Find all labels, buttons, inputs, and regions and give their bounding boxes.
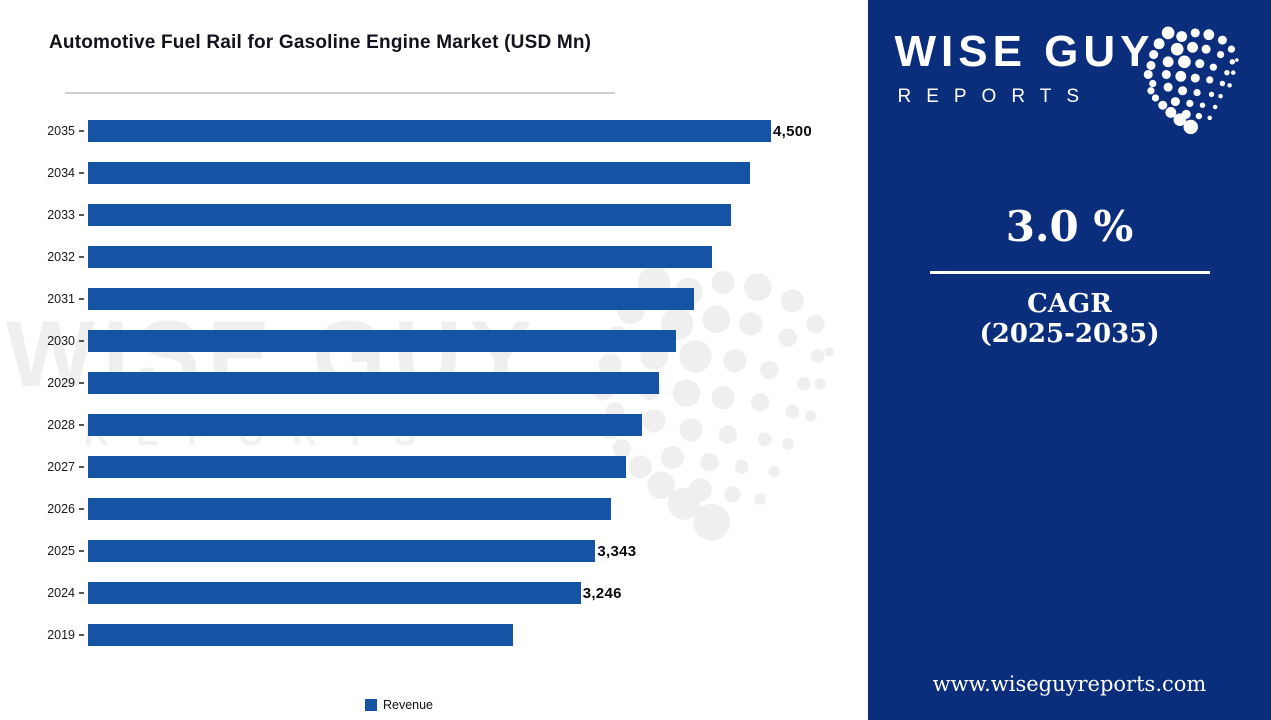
y-axis-label: 2031 — [47, 292, 75, 306]
revenue-bar — [88, 162, 750, 184]
revenue-bar — [88, 624, 513, 646]
wiseguy-logo: WISE GUY REPORTS — [894, 26, 1244, 138]
y-axis-label: 2032 — [47, 250, 75, 264]
chart-area: Automotive Fuel Rail for Gasoline Engine… — [0, 32, 834, 712]
revenue-bar — [88, 288, 694, 310]
bar-chart: 2035 4,500 2034 2033 2032 2031 2030 2029 2028 202… — [25, 110, 812, 656]
revenue-bar — [88, 204, 731, 226]
axis-tick — [79, 634, 84, 636]
y-axis-label: 2035 — [47, 124, 75, 138]
chart-title: Automotive Fuel Rail for Gasoline Engine… — [49, 32, 592, 53]
legend-swatch-revenue — [364, 699, 377, 711]
chart-row: 2031 — [25, 278, 812, 320]
bar-value-label: 3,246 — [582, 584, 622, 602]
cagr-divider — [929, 271, 1210, 274]
axis-tick — [79, 172, 84, 174]
revenue-bar — [88, 120, 771, 142]
y-axis-label: 2019 — [47, 628, 75, 642]
revenue-bar — [88, 246, 712, 268]
axis-tick — [79, 214, 84, 216]
chart-row: 2024 3,246 — [25, 572, 812, 614]
cagr-label: CAGR (2025-2035) — [979, 289, 1160, 350]
axis-tick — [79, 382, 84, 384]
axis-tick — [79, 424, 84, 426]
revenue-bar — [88, 582, 581, 604]
revenue-bar — [88, 330, 677, 352]
website-url: www.wiseguyreports.com — [932, 672, 1207, 696]
chart-row: 2027 — [25, 446, 812, 488]
chart-row: 2029 — [25, 362, 812, 404]
chart-row: 2034 — [25, 152, 812, 194]
logo-wordmark: WISE GUY — [894, 27, 1155, 76]
watermark-head-icon — [591, 266, 834, 541]
chart-row: 2030 — [25, 320, 812, 362]
right-panel: WISE GUY REPORTS 3.0 % CAGR (2025-2035) … — [868, 0, 1271, 720]
y-axis-label: 2024 — [47, 586, 75, 600]
y-axis-label: 2025 — [47, 544, 75, 558]
axis-tick — [79, 256, 84, 258]
chart-row: 2026 — [25, 488, 812, 530]
chart-row: 2033 — [25, 194, 812, 236]
axis-tick — [79, 340, 84, 342]
bar-value-label: 3,343 — [597, 542, 637, 560]
logo-head-icon — [1143, 26, 1239, 135]
chart-row: 2019 — [25, 614, 812, 656]
y-axis-label: 2033 — [47, 208, 75, 222]
y-axis-label: 2026 — [47, 502, 75, 516]
cagr-value: 3.0 % — [1005, 202, 1134, 251]
cagr-label-line2: (2025-2035) — [979, 318, 1160, 349]
axis-tick — [79, 592, 84, 594]
title-divider — [65, 92, 615, 94]
revenue-bar — [88, 414, 643, 436]
revenue-bar — [88, 498, 611, 520]
y-axis-label: 2030 — [47, 334, 75, 348]
axis-tick — [79, 508, 84, 510]
chart-row: 2025 3,343 — [25, 530, 812, 572]
chart-legend: Revenue — [0, 698, 798, 712]
axis-tick — [79, 550, 84, 552]
axis-tick — [79, 298, 84, 300]
bar-value-label: 4,500 — [773, 122, 813, 140]
logo-subtext: REPORTS — [897, 86, 1094, 107]
axis-tick — [79, 466, 84, 468]
revenue-bar — [88, 456, 627, 478]
cagr-label-line1: CAGR — [1027, 289, 1112, 319]
chart-row: 2028 — [25, 404, 812, 446]
legend-label-revenue: Revenue — [382, 698, 434, 712]
chart-row: 2035 4,500 — [25, 110, 812, 152]
wiseguy-logo-text: WISE GUY REPORTS — [894, 30, 1154, 108]
y-axis-label: 2028 — [47, 418, 75, 432]
y-axis-label: 2029 — [47, 376, 75, 390]
chart-row: 2032 — [25, 236, 812, 278]
y-axis-label: 2027 — [47, 460, 75, 474]
axis-tick — [79, 130, 84, 132]
y-axis-label: 2034 — [47, 166, 75, 180]
revenue-bar — [88, 540, 596, 562]
revenue-bar — [88, 372, 659, 394]
